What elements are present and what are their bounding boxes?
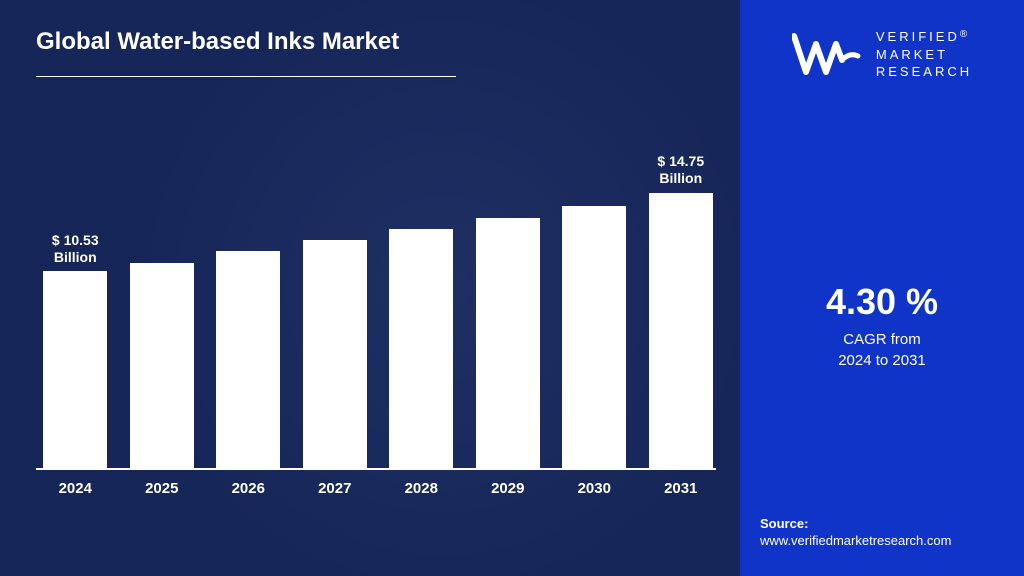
cagr-block: 4.30 % CAGR from 2024 to 2031 [826,281,938,371]
logo-line1: VERIFIED [876,29,960,44]
bar-label-value: $ 14.75 [657,153,704,169]
bar-label-value: $ 10.53 [52,232,99,248]
bar-rect [389,229,453,468]
xtick: 2024 [40,480,111,497]
bar-label-first: $ 10.53 Billion [52,232,99,266]
source-label: Source: [760,516,951,531]
bars-container: $ 10.53 Billion $ 14.75 Billion [36,150,716,470]
vmr-logo: VERIFIED® MARKET RESEARCH [792,28,972,81]
bar-rect [303,240,367,468]
main-panel: Global Water-based Inks Market $ 10.53 B… [0,0,740,576]
xtick: 2025 [127,480,198,497]
xtick: 2030 [559,480,630,497]
xtick: 2026 [213,480,284,497]
bar-label-unit: Billion [659,170,702,186]
chart-title: Global Water-based Inks Market [36,28,704,56]
title-underline [36,76,456,77]
bar-2025 [127,263,198,468]
cagr-line2: 2024 to 2031 [838,352,926,369]
vmr-logo-icon [792,32,864,76]
bar-rect [562,206,626,468]
xtick: 2028 [386,480,457,497]
bar-chart: $ 10.53 Billion $ 14.75 Billion 2024 202 [36,150,716,530]
cagr-value: 4.30 % [826,281,938,323]
cagr-subtitle: CAGR from 2024 to 2031 [826,329,938,371]
bar-rect [43,271,107,468]
bar-2027 [300,240,371,468]
bar-label-unit: Billion [54,249,97,265]
bar-label-last: $ 14.75 Billion [657,153,704,187]
bar-2029 [473,218,544,468]
xtick: 2031 [646,480,717,497]
logo-line2: MARKET [876,47,948,62]
bar-rect [216,251,280,468]
x-axis: 2024 2025 2026 2027 2028 2029 2030 2031 [36,480,716,497]
bar-rect [476,218,540,468]
cagr-line1: CAGR from [843,331,921,348]
bar-2026 [213,251,284,468]
logo-line3: RESEARCH [876,64,972,79]
xtick: 2027 [300,480,371,497]
bar-2030 [559,206,630,468]
bar-2028 [386,229,457,468]
source-url: www.verifiedmarketresearch.com [760,533,951,548]
bar-2024: $ 10.53 Billion [40,232,111,468]
vmr-logo-text: VERIFIED® MARKET RESEARCH [876,28,972,81]
xtick: 2029 [473,480,544,497]
bar-rect [130,263,194,468]
bar-2031: $ 14.75 Billion [646,153,717,468]
registered-mark: ® [960,29,970,40]
source-block: Source: www.verifiedmarketresearch.com [760,516,951,548]
bar-rect [649,193,713,468]
side-panel: VERIFIED® MARKET RESEARCH 4.30 % CAGR fr… [740,0,1024,576]
